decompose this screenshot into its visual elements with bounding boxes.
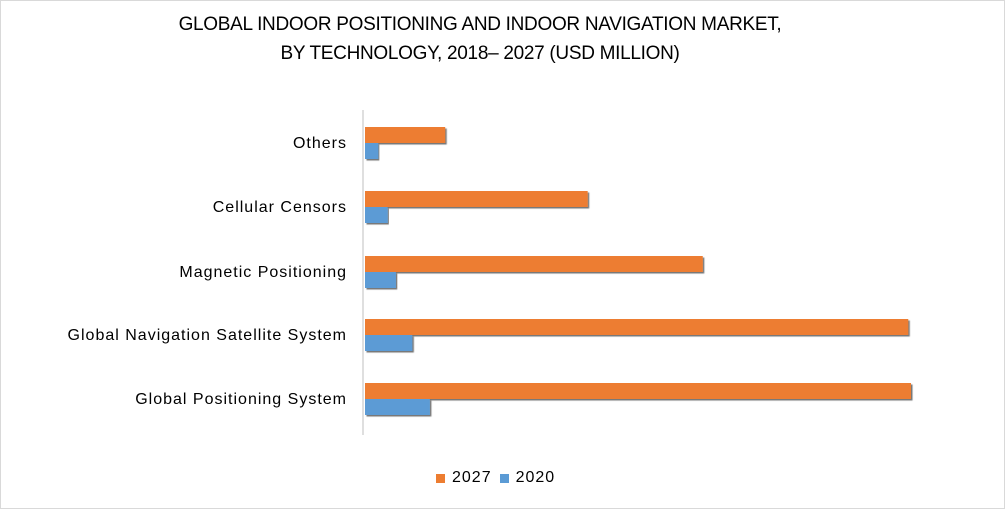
chart-title-line-2: BY TECHNOLOGY, 2018– 2027 (USD MILLION) bbox=[280, 43, 680, 64]
category-label-global-navigation-satellite-system: Global Navigation Satellite System bbox=[68, 327, 347, 344]
bar-2020-magnetic-positioning bbox=[365, 272, 396, 288]
bar-2020-global-navigation-satellite-system bbox=[365, 335, 413, 351]
legend-label-2020: 2020 bbox=[515, 469, 556, 486]
legend-item-2020: 2020 bbox=[499, 469, 556, 487]
bar-2020-global-positioning-system bbox=[365, 399, 430, 415]
bar-2027-cellular-censors bbox=[365, 191, 588, 207]
chart-title-line-1: GLOBAL INDOOR POSITIONING AND INDOOR NAV… bbox=[178, 14, 782, 35]
category-label-magnetic-positioning: Magnetic Positioning bbox=[179, 264, 347, 281]
category-label-others: Others bbox=[293, 135, 347, 152]
category-label-cellular-censors: Cellular Censors bbox=[213, 199, 347, 216]
bar-2020-others bbox=[365, 143, 379, 159]
legend-item-2027: 2027 bbox=[436, 469, 492, 487]
bar-2027-global-positioning-system bbox=[365, 383, 911, 399]
chart-legend: 2027 2020 bbox=[436, 466, 555, 490]
bar-2027-others bbox=[365, 127, 446, 143]
chart-title: GLOBAL INDOOR POSITIONING AND INDOOR NAV… bbox=[0, 10, 960, 68]
bar-2027-global-navigation-satellite-system bbox=[365, 319, 909, 335]
bar-2027-magnetic-positioning bbox=[365, 256, 703, 272]
legend-swatch-2020 bbox=[499, 473, 509, 483]
legend-label-2027: 2027 bbox=[452, 469, 492, 486]
legend-swatch-2027 bbox=[436, 473, 445, 483]
bar-2020-cellular-censors bbox=[365, 207, 388, 223]
category-label-global-positioning-system: Global Positioning System bbox=[135, 391, 347, 408]
